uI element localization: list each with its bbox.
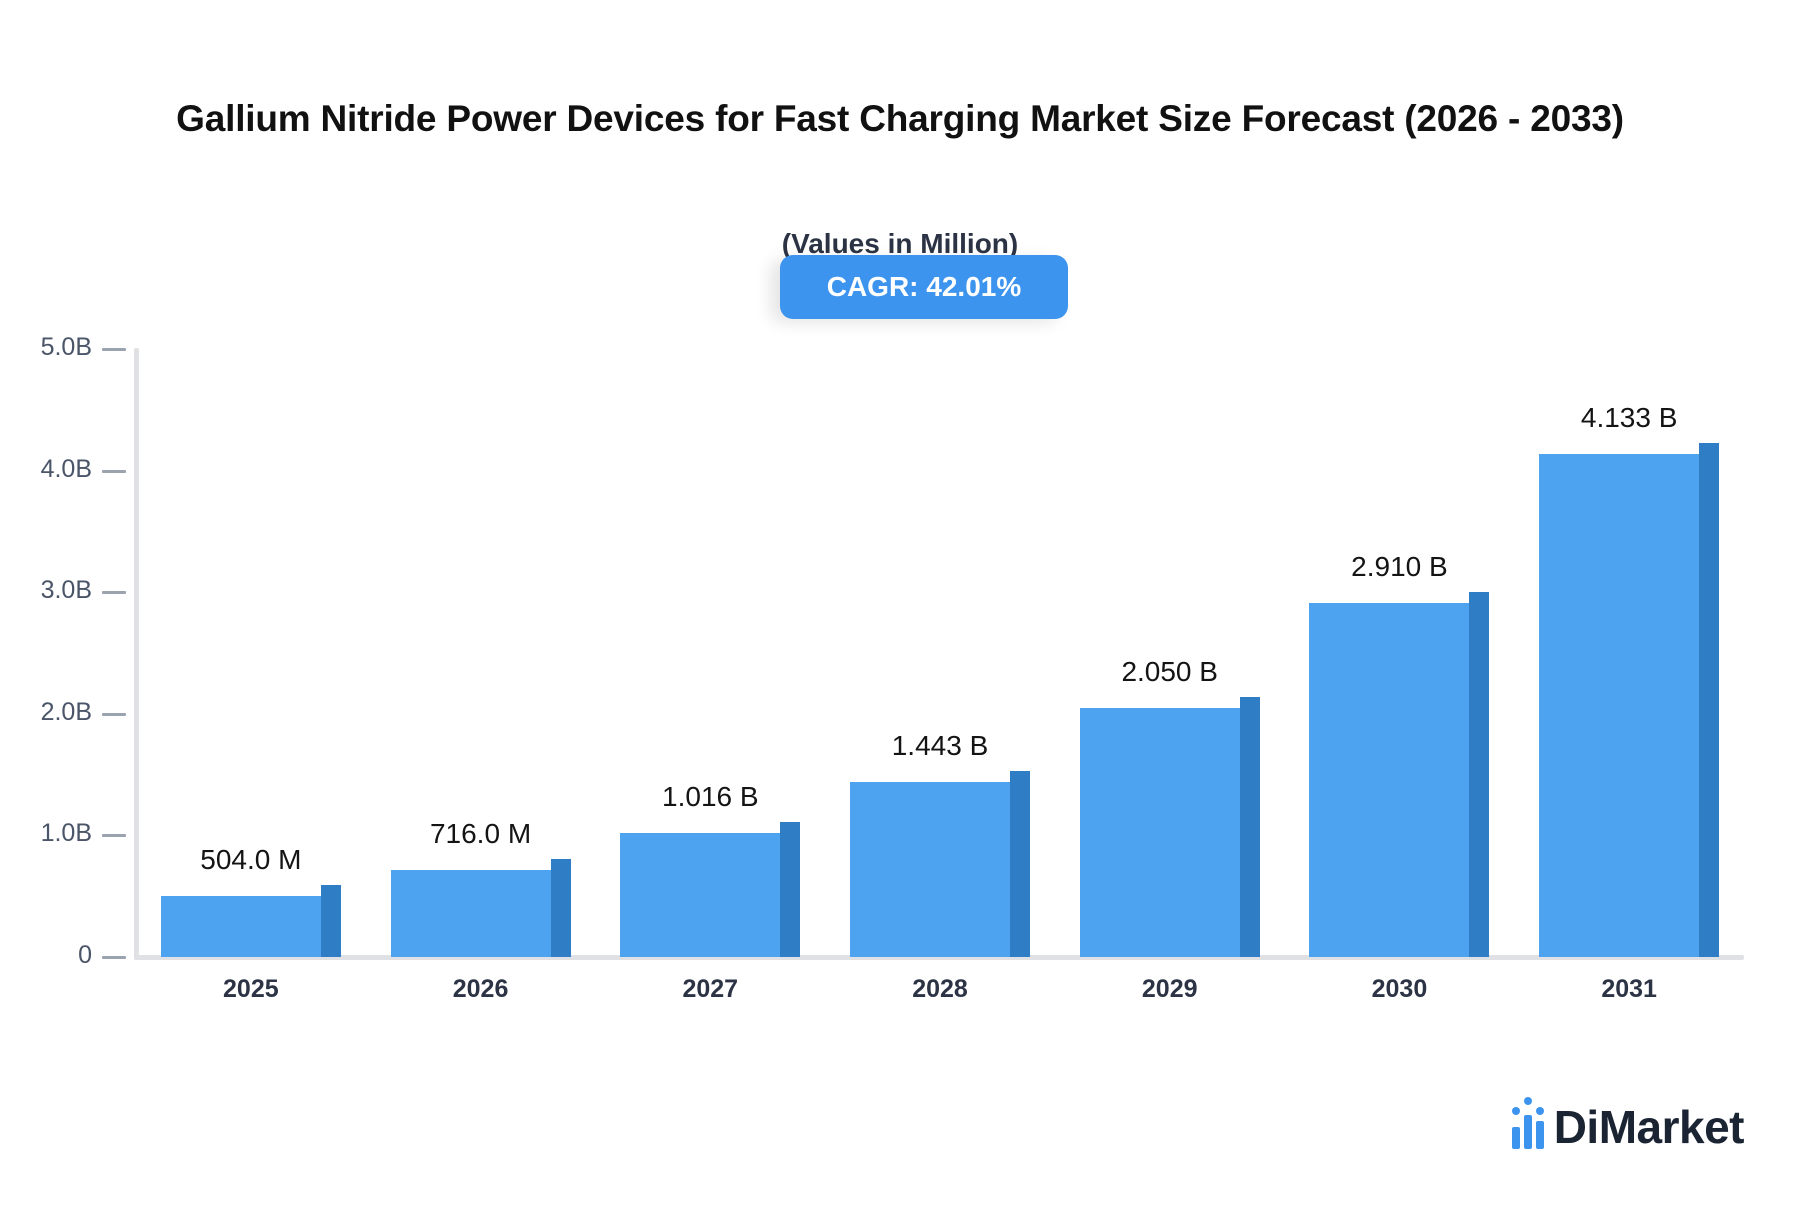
bar-2030[interactable] bbox=[1309, 592, 1490, 957]
y-axis-tick-mark bbox=[102, 591, 126, 595]
bar-front-face bbox=[1539, 454, 1700, 957]
x-axis-tick-label-2029: 2029 bbox=[1141, 975, 1198, 1003]
bar-2025[interactable] bbox=[160, 884, 341, 957]
logo-dot-1 bbox=[1511, 1107, 1520, 1115]
bar-top-face bbox=[780, 822, 801, 834]
bar-side-face bbox=[1239, 707, 1260, 957]
chart-title: Gallium Nitride Power Devices for Fast C… bbox=[176, 98, 1624, 139]
y-axis-tick-mark bbox=[102, 348, 126, 351]
bar-side-face bbox=[550, 869, 571, 957]
logo-bar-1 bbox=[1511, 1127, 1520, 1149]
x-axis-tick-label-2025: 2025 bbox=[223, 975, 279, 1003]
bar-value-label: 1.443 B bbox=[891, 729, 989, 761]
bar-front-face bbox=[1079, 707, 1240, 957]
cagr-badge: CAGR: 42.01% bbox=[780, 255, 1068, 319]
bar-top-face bbox=[1010, 770, 1030, 782]
bar-front-face bbox=[1309, 603, 1470, 957]
y-axis-tick-label: 5.0B bbox=[40, 333, 92, 361]
y-axis-tick-label: 0 bbox=[78, 941, 92, 969]
y-axis-tick-label: 3.0B bbox=[40, 576, 92, 605]
y-axis-tick-label: 1.0B bbox=[40, 819, 92, 848]
bar-front-face bbox=[160, 895, 321, 957]
bar-value-label: 716.0 M bbox=[429, 817, 532, 849]
bar-value-label: 2.050 B bbox=[1121, 655, 1218, 687]
bar-2026[interactable] bbox=[390, 858, 571, 957]
bar-top-face bbox=[1699, 443, 1720, 455]
x-axis-tick-label-2031: 2031 bbox=[1601, 975, 1657, 1003]
bar-side-face bbox=[1010, 781, 1030, 957]
bar-front-face bbox=[390, 869, 551, 957]
bar-2031[interactable] bbox=[1539, 443, 1720, 957]
chart-subtitle: (Values in Million) bbox=[781, 228, 1019, 259]
bar-top-face bbox=[1239, 696, 1260, 708]
x-axis-tick-label-2028: 2028 bbox=[912, 975, 968, 1003]
bar-value-label: 2.910 B bbox=[1351, 551, 1448, 583]
y-axis-tick-mark bbox=[102, 469, 126, 473]
x-axis-tick-label-2026: 2026 bbox=[452, 975, 509, 1003]
x-axis-line bbox=[134, 955, 1744, 960]
bar-2029[interactable] bbox=[1079, 696, 1260, 957]
bar-side-face bbox=[320, 895, 341, 957]
logo-bar-2 bbox=[1523, 1115, 1532, 1149]
bar-top-face bbox=[320, 884, 341, 896]
bar-chart-logo-icon bbox=[1511, 1097, 1544, 1149]
x-axis-tick-label-2027: 2027 bbox=[682, 975, 739, 1003]
bar-value-label: 1.016 B bbox=[662, 781, 759, 813]
bar-side-face bbox=[1699, 454, 1720, 957]
bar-2028[interactable] bbox=[850, 770, 1030, 957]
bar-front-face bbox=[850, 781, 1010, 957]
bar-front-face bbox=[620, 833, 781, 957]
bar-top-face bbox=[1469, 592, 1490, 604]
logo-dot-2 bbox=[1523, 1097, 1532, 1105]
y-axis-tick-label: 4.0B bbox=[40, 454, 92, 483]
y-axis-tick-label: 2.0B bbox=[40, 697, 92, 726]
logo-text: DiMarket bbox=[1553, 1101, 1745, 1153]
bar-value-label: 4.133 B bbox=[1580, 402, 1678, 434]
bar-top-face bbox=[550, 858, 571, 870]
bar-side-face bbox=[780, 833, 801, 957]
logo-dot-3 bbox=[1535, 1107, 1544, 1115]
y-axis-tick-mark bbox=[102, 956, 126, 959]
bar-2027[interactable] bbox=[620, 822, 801, 957]
y-axis-line bbox=[134, 348, 139, 960]
bar-value-label: 504.0 M bbox=[200, 843, 302, 875]
logo-bar-3 bbox=[1535, 1121, 1544, 1149]
x-axis-tick-label-2030: 2030 bbox=[1371, 975, 1428, 1003]
y-axis-tick-mark bbox=[102, 834, 126, 838]
dimarket-logo: DiMarket bbox=[1511, 1097, 1745, 1154]
bar-side-face bbox=[1469, 603, 1490, 957]
y-axis-tick-mark bbox=[102, 712, 126, 716]
